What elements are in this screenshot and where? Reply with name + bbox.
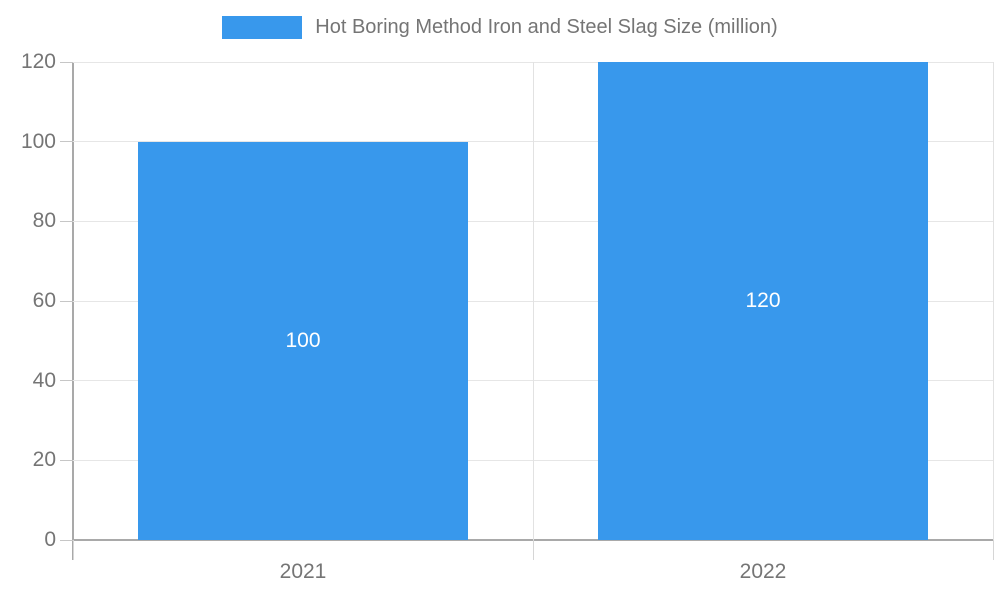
x-axis-tick bbox=[992, 540, 994, 560]
x-axis-tick bbox=[532, 540, 534, 560]
y-axis-tick bbox=[60, 380, 73, 382]
legend-item[interactable]: Hot Boring Method Iron and Steel Slag Si… bbox=[222, 16, 778, 39]
v-gridline bbox=[992, 62, 994, 540]
y-axis-tick bbox=[60, 459, 73, 461]
y-axis-tick bbox=[60, 220, 73, 222]
y-axis-tick bbox=[60, 61, 73, 63]
bar-2022[interactable]: 120 bbox=[598, 62, 928, 540]
legend-label: Hot Boring Method Iron and Steel Slag Si… bbox=[315, 16, 778, 38]
plot-area: 100 2021 120 2022 bbox=[72, 61, 994, 583]
y-axis-tick-label: 80 bbox=[32, 209, 56, 233]
y-axis-tick bbox=[60, 300, 73, 302]
x-axis-label: 2022 bbox=[739, 560, 787, 583]
bar-2021[interactable]: 100 bbox=[138, 141, 468, 540]
y-axis-tick-label: 0 bbox=[44, 528, 56, 551]
bar-value-label: 100 bbox=[285, 328, 321, 352]
y-axis-line bbox=[72, 62, 74, 560]
legend-swatch-icon bbox=[222, 16, 303, 39]
v-gridline bbox=[532, 62, 534, 540]
y-axis: 0 20 40 60 80 100 120 bbox=[0, 50, 73, 551]
y-axis-tick-label: 40 bbox=[32, 368, 56, 392]
legend: Hot Boring Method Iron and Steel Slag Si… bbox=[0, 16, 1000, 39]
y-axis-tick bbox=[60, 539, 73, 541]
y-axis-tick-label: 20 bbox=[32, 448, 56, 472]
x-axis-label: 2021 bbox=[279, 560, 327, 583]
y-axis-tick bbox=[60, 141, 73, 143]
bar-value-label: 120 bbox=[745, 289, 781, 312]
y-axis-tick-label: 120 bbox=[20, 50, 56, 73]
x-axis-tick bbox=[72, 540, 74, 560]
y-axis-tick-label: 60 bbox=[32, 289, 56, 312]
y-axis-tick-label: 100 bbox=[20, 129, 56, 153]
